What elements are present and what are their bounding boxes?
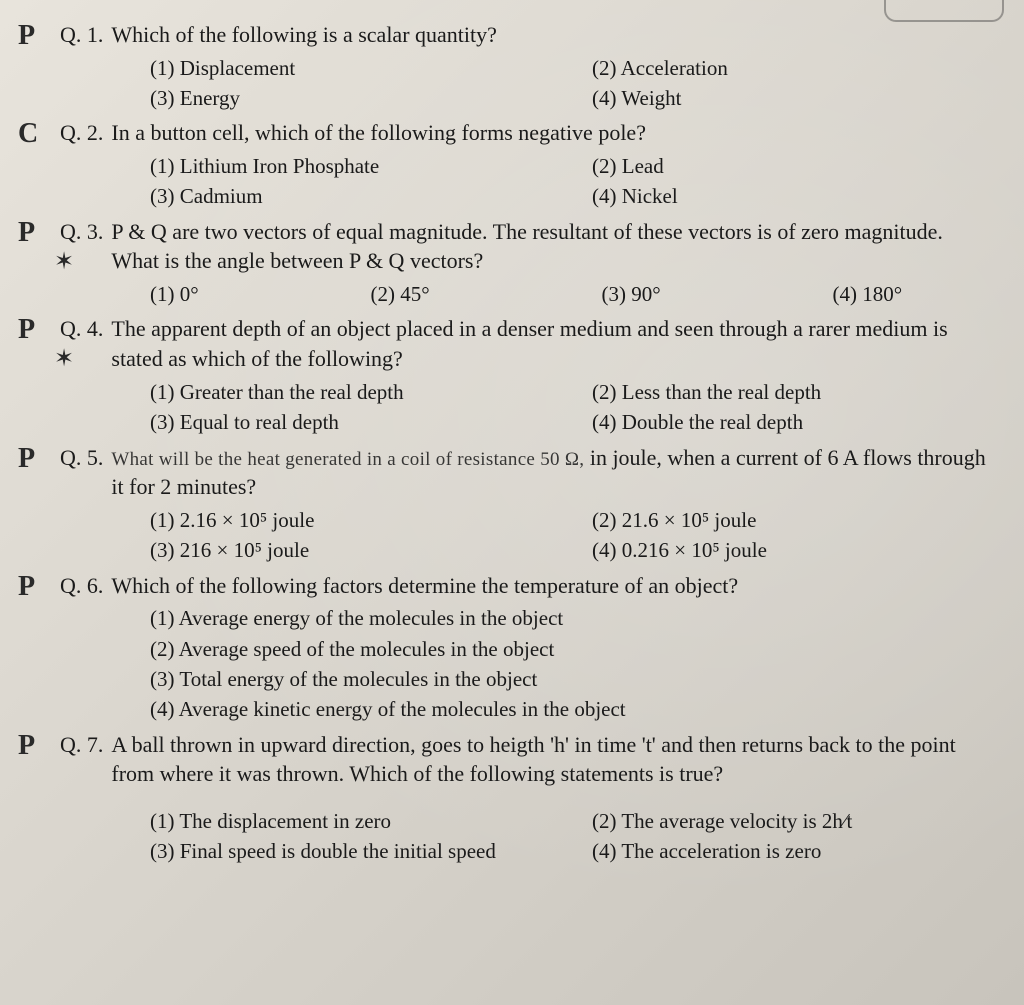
option-1: (1) 0° [150, 280, 291, 308]
question-number: Q. 5. [60, 445, 103, 471]
option-2: (2) 45° [371, 280, 522, 308]
question-2: C Q. 2. In a button cell, which of the f… [60, 118, 994, 210]
question-1: P Q. 1. Which of the following is a scal… [60, 20, 994, 112]
option-3: (3) Equal to real depth [150, 408, 552, 436]
question-text: A ball thrown in upward direction, goes … [111, 730, 994, 789]
option-3: (3) Cadmium [150, 182, 552, 210]
options-grid: (1) Average energy of the molecules in t… [150, 604, 994, 723]
handwritten-marker: P [18, 571, 35, 603]
option-3: (3) 90° [602, 280, 753, 308]
option-2: (2) Average speed of the molecules in th… [150, 635, 994, 663]
option-1: (1) Displacement [150, 54, 552, 82]
option-3: (3) Final speed is double the initial sp… [150, 837, 552, 865]
question-7: P Q. 7. A ball thrown in upward directio… [60, 730, 994, 866]
option-4: (4) Average kinetic energy of the molecu… [150, 695, 994, 723]
option-1: (1) Average energy of the molecules in t… [150, 604, 994, 632]
option-1: (1) Lithium Iron Phosphate [150, 152, 552, 180]
options-grid: (1) Lithium Iron Phosphate (2) Lead (3) … [150, 152, 994, 211]
question-text: In a button cell, which of the following… [111, 118, 646, 148]
options-grid: (1) Greater than the real depth (2) Less… [150, 378, 994, 437]
question-text: P & Q are two vectors of equal magnitude… [111, 217, 994, 276]
options-grid: (1) 2.16 × 10⁵ joule (2) 21.6 × 10⁵ joul… [150, 506, 994, 565]
question-text: The apparent depth of an object placed i… [111, 314, 994, 373]
option-2: (2) Lead [592, 152, 994, 180]
star-marker: ✶ [54, 344, 74, 373]
option-4: (4) 0.216 × 10⁵ joule [592, 536, 994, 564]
option-3: (3) Energy [150, 84, 552, 112]
option-2: (2) Acceleration [592, 54, 994, 82]
star-marker: ✶ [54, 247, 74, 276]
question-number: Q. 3. [60, 219, 103, 245]
options-grid: (1) 0° (2) 45° (3) 90° (4) 180° [150, 280, 994, 308]
question-text: Which of the following is a scalar quant… [111, 20, 497, 50]
question-number: Q. 2. [60, 120, 103, 146]
question-text: What will be the heat generated in a coi… [111, 443, 994, 502]
question-number: Q. 7. [60, 732, 103, 758]
question-number: Q. 1. [60, 22, 103, 48]
question-number: Q. 4. [60, 316, 103, 342]
option-4: (4) 180° [833, 280, 995, 308]
option-1: (1) Greater than the real depth [150, 378, 552, 406]
option-3: (3) Total energy of the molecules in the… [150, 665, 994, 693]
handwritten-marker: P [18, 217, 35, 249]
question-4: P ✶ Q. 4. The apparent depth of an objec… [60, 314, 994, 436]
option-4: (4) Nickel [592, 182, 994, 210]
handwritten-marker: P [18, 730, 35, 762]
question-text: Which of the following factors determine… [111, 571, 738, 601]
handwritten-marker: P [18, 443, 35, 475]
option-1: (1) 2.16 × 10⁵ joule [150, 506, 552, 534]
question-number: Q. 6. [60, 573, 103, 599]
option-2: (2) 21.6 × 10⁵ joule [592, 506, 994, 534]
question-5: P Q. 5. What will be the heat generated … [60, 443, 994, 565]
option-2: (2) The average velocity is 2h⁄t [592, 807, 994, 835]
handwritten-marker: P [18, 314, 35, 346]
option-4: (4) Double the real depth [592, 408, 994, 436]
handwritten-marker: C [18, 118, 38, 150]
option-4: (4) Weight [592, 84, 994, 112]
option-1: (1) The displacement in zero [150, 807, 552, 835]
question-3: P ✶ Q. 3. P & Q are two vectors of equal… [60, 217, 994, 309]
exam-page: P Q. 1. Which of the following is a scal… [60, 20, 994, 866]
option-4: (4) The acceleration is zero [592, 837, 994, 865]
option-2: (2) Less than the real depth [592, 378, 994, 406]
handwritten-marker: P [18, 20, 35, 52]
option-3: (3) 216 × 10⁵ joule [150, 536, 552, 564]
options-grid: (1) Displacement (2) Acceleration (3) En… [150, 54, 994, 113]
page-corner-decor [884, 0, 1004, 22]
options-grid: (1) The displacement in zero (2) The ave… [150, 807, 994, 866]
question-text-faded: What will be the heat generated in a coi… [111, 449, 584, 470]
question-6: P Q. 6. Which of the following factors d… [60, 571, 994, 724]
